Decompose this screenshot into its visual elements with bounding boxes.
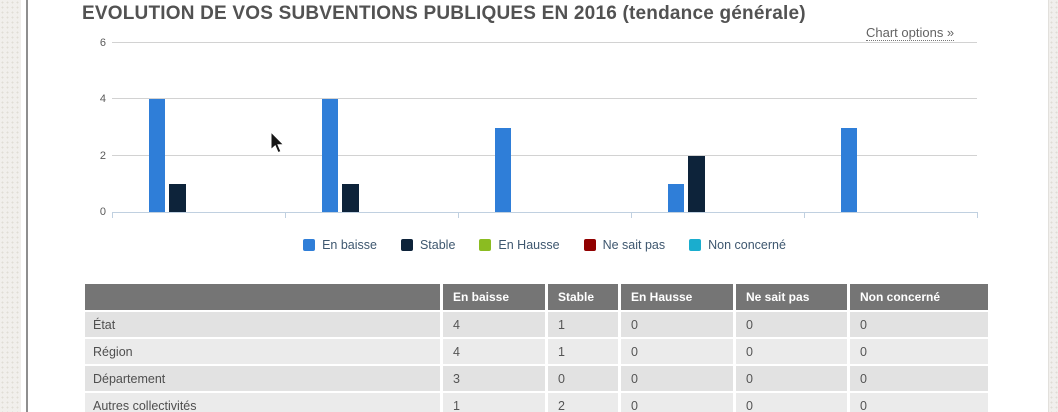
x-axis-tick — [631, 212, 632, 218]
table-cell-value: 1 — [443, 393, 545, 412]
x-axis-tick — [458, 212, 459, 218]
table-cell-value: 0 — [736, 312, 847, 337]
panel-left-border — [26, 0, 28, 412]
table-row-label: Autres collectivités — [85, 393, 440, 412]
legend-item-ne-sait-pas[interactable]: Ne sait pas — [583, 238, 666, 252]
legend-swatch-icon — [479, 239, 492, 251]
legend-item-non-concerné[interactable]: Non concerné — [689, 238, 786, 252]
legend-swatch-icon — [303, 239, 316, 251]
table-cell-value: 0 — [850, 312, 988, 337]
table-header-ne-sait-pas: Ne sait pas — [736, 284, 847, 310]
legend-item-stable[interactable]: Stable — [400, 238, 456, 252]
bar-en-baisse-Département[interactable] — [494, 127, 512, 212]
table-header-en-hausse: En Hausse — [621, 284, 733, 310]
table-cell-value: 0 — [850, 339, 988, 364]
table-header-non-concerné: Non concerné — [850, 284, 988, 310]
y-axis-tick-label: 0 — [99, 206, 106, 218]
y-axis-tick-label: 4 — [99, 93, 106, 106]
bar-en-baisse-group5[interactable] — [840, 127, 858, 212]
bar-chart-plot-area: 0 2 4 6 — [100, 37, 978, 218]
table-cell-value: 0 — [621, 312, 733, 337]
table-cell-value: 0 — [850, 366, 988, 391]
legend-label: Stable — [419, 238, 456, 252]
legend-label: Ne sait pas — [602, 238, 666, 252]
chart-options-link[interactable]: Chart options » — [866, 25, 955, 41]
chart-legend: En baisse Stable En Hausse Ne sait pas Non c… — [112, 238, 977, 252]
bar-stable-Région[interactable] — [342, 183, 359, 212]
y-axis-tick-label: 2 — [99, 149, 106, 162]
table-cell-value: 0 — [736, 339, 847, 364]
bar-en-baisse-Autres collectivités[interactable] — [667, 183, 685, 212]
table-row: Département 3 0 0 0 0 — [85, 366, 988, 391]
bar-stable-État[interactable] — [169, 183, 186, 212]
y-gridline — [112, 154, 977, 156]
table-cell-value: 0 — [621, 339, 733, 364]
legend-label: En baisse — [322, 238, 377, 252]
legend-label: Non concerné — [708, 238, 786, 252]
table-cell-value: 1 — [548, 339, 618, 364]
table-header-en-baisse: En baisse — [443, 284, 545, 310]
table-cell-value: 4 — [443, 312, 545, 337]
x-axis-tick — [285, 212, 286, 218]
table-row: Région 4 1 0 0 0 — [85, 339, 988, 364]
x-axis-tick — [112, 212, 113, 218]
x-axis-tick — [977, 212, 978, 218]
table-cell-value: 1 — [548, 312, 618, 337]
table-row: Autres collectivités 1 2 0 0 0 — [85, 393, 988, 412]
table-header-row: En baisse Stable En Hausse Ne sait pas Non c… — [85, 284, 988, 310]
y-gridline — [112, 42, 977, 43]
table-cell-value: 0 — [548, 366, 618, 391]
table-cell-value: 3 — [443, 366, 545, 391]
legend-item-en-hausse[interactable]: En Hausse — [479, 238, 560, 252]
table-cell-value: 0 — [850, 393, 988, 412]
page-title: EVOLUTION DE VOS SUBVENTIONS PUBLIQUES E… — [82, 3, 806, 24]
y-axis-tick-label: 6 — [99, 37, 106, 49]
table-row-label: État — [85, 312, 440, 337]
table-header-empty — [85, 284, 440, 310]
bar-en-baisse-État[interactable] — [148, 99, 166, 212]
data-table: En baisse Stable En Hausse Ne sait pas Non c… — [82, 282, 991, 412]
page-background-right — [1048, 0, 1058, 412]
table-row: État 4 1 0 0 0 — [85, 312, 988, 337]
x-axis-line — [112, 212, 977, 213]
legend-swatch-icon — [400, 239, 413, 251]
table-cell-value: 0 — [621, 366, 733, 391]
legend-label: En Hausse — [498, 238, 560, 252]
table-cell-value: 0 — [736, 393, 847, 412]
bar-en-baisse-Région[interactable] — [321, 99, 339, 212]
table-cell-value: 4 — [443, 339, 545, 364]
bar-stable-Autres collectivités[interactable] — [688, 155, 705, 212]
table-cell-value: 2 — [548, 393, 618, 412]
legend-item-en-baisse[interactable]: En baisse — [303, 238, 377, 252]
table-cell-value: 0 — [736, 366, 847, 391]
table-row-label: Région — [85, 339, 440, 364]
table-row-label: Département — [85, 366, 440, 391]
legend-swatch-icon — [689, 239, 702, 251]
page-background-left — [0, 0, 21, 412]
x-axis-tick — [804, 212, 805, 218]
y-gridline — [112, 98, 977, 100]
table-cell-value: 0 — [621, 393, 733, 412]
legend-swatch-icon — [583, 239, 596, 251]
table-header-stable: Stable — [548, 284, 618, 310]
